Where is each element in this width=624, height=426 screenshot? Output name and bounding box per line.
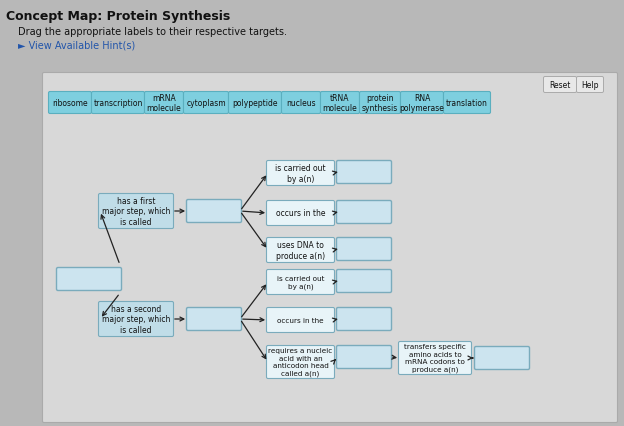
FancyBboxPatch shape bbox=[99, 194, 173, 229]
Text: tRNA
molecule: tRNA molecule bbox=[323, 94, 358, 113]
FancyBboxPatch shape bbox=[336, 161, 391, 184]
FancyBboxPatch shape bbox=[577, 77, 603, 93]
Text: transfers specific
amino acids to
mRNA codons to
produce a(n): transfers specific amino acids to mRNA c… bbox=[404, 344, 466, 373]
Text: polypeptide: polypeptide bbox=[232, 99, 278, 108]
FancyBboxPatch shape bbox=[336, 270, 391, 293]
FancyBboxPatch shape bbox=[57, 268, 122, 291]
FancyBboxPatch shape bbox=[474, 347, 530, 370]
Text: Reset: Reset bbox=[549, 81, 571, 90]
Text: has a second
major step, which
is called: has a second major step, which is called bbox=[102, 305, 170, 334]
Text: is carried out
by a(n): is carried out by a(n) bbox=[275, 164, 326, 184]
FancyBboxPatch shape bbox=[183, 92, 228, 114]
FancyBboxPatch shape bbox=[228, 92, 281, 114]
Text: uses DNA to
produce a(n): uses DNA to produce a(n) bbox=[276, 240, 325, 260]
FancyBboxPatch shape bbox=[321, 92, 359, 114]
Text: nucleus: nucleus bbox=[286, 99, 316, 108]
FancyBboxPatch shape bbox=[336, 345, 391, 368]
FancyBboxPatch shape bbox=[266, 161, 334, 186]
FancyBboxPatch shape bbox=[399, 342, 472, 374]
FancyBboxPatch shape bbox=[444, 92, 490, 114]
FancyBboxPatch shape bbox=[49, 92, 92, 114]
Text: has a first
major step, which
is called: has a first major step, which is called bbox=[102, 197, 170, 226]
Text: Drag the appropriate labels to their respective targets.: Drag the appropriate labels to their res… bbox=[18, 27, 287, 37]
FancyBboxPatch shape bbox=[266, 345, 334, 379]
Text: ► View Available Hint(s): ► View Available Hint(s) bbox=[18, 40, 135, 50]
FancyBboxPatch shape bbox=[187, 200, 241, 223]
FancyBboxPatch shape bbox=[336, 308, 391, 331]
FancyBboxPatch shape bbox=[544, 77, 577, 93]
FancyBboxPatch shape bbox=[145, 92, 183, 114]
Text: protein
synthesis: protein synthesis bbox=[362, 94, 398, 113]
FancyBboxPatch shape bbox=[266, 270, 334, 295]
FancyBboxPatch shape bbox=[281, 92, 321, 114]
Text: translation: translation bbox=[446, 99, 488, 108]
FancyBboxPatch shape bbox=[401, 92, 444, 114]
FancyBboxPatch shape bbox=[336, 201, 391, 224]
Text: is carried out
by a(n): is carried out by a(n) bbox=[277, 275, 324, 289]
FancyBboxPatch shape bbox=[187, 308, 241, 331]
FancyBboxPatch shape bbox=[99, 302, 173, 337]
Text: occurs in the: occurs in the bbox=[277, 317, 324, 323]
FancyBboxPatch shape bbox=[266, 308, 334, 333]
FancyBboxPatch shape bbox=[266, 201, 334, 226]
Text: mRNA
molecule: mRNA molecule bbox=[147, 94, 182, 113]
Text: Help: Help bbox=[581, 81, 599, 90]
FancyBboxPatch shape bbox=[266, 238, 334, 263]
Text: cytoplasm: cytoplasm bbox=[186, 99, 226, 108]
FancyBboxPatch shape bbox=[42, 73, 618, 423]
Text: occurs in the: occurs in the bbox=[276, 209, 325, 218]
Text: ribosome: ribosome bbox=[52, 99, 88, 108]
FancyBboxPatch shape bbox=[92, 92, 145, 114]
Text: RNA
polymerase: RNA polymerase bbox=[399, 94, 444, 113]
Text: requires a nucleic
acid with an
anticodon head
called a(n): requires a nucleic acid with an anticodo… bbox=[268, 348, 333, 377]
Text: transcription: transcription bbox=[94, 99, 143, 108]
Text: Concept Map: Protein Synthesis: Concept Map: Protein Synthesis bbox=[6, 10, 230, 23]
FancyBboxPatch shape bbox=[359, 92, 401, 114]
FancyBboxPatch shape bbox=[336, 238, 391, 261]
